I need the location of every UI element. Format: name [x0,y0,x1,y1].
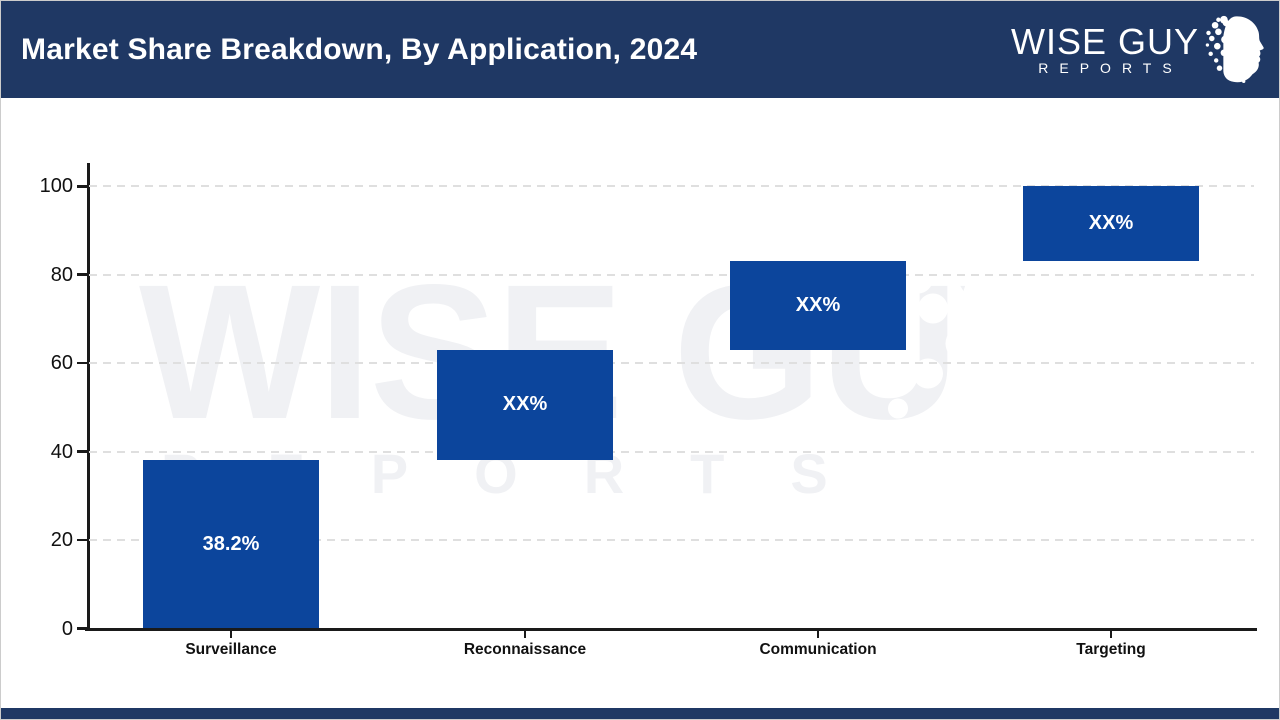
x-tick [229,630,233,638]
y-axis-label: 40 [50,440,73,463]
bar: 38.2% [143,459,319,629]
category-label: Reconnaissance [463,641,587,658]
gridline [89,273,1254,276]
x-tick [816,630,820,638]
x-tick [523,630,527,638]
bar-value-label: XX% [1088,212,1134,235]
category-label: Communication [759,641,877,658]
y-tick [77,185,87,188]
bar: XX% [437,349,613,460]
y-axis-label: 60 [50,352,73,375]
y-tick [77,538,87,542]
brand-wordmark-line1: WISE GUY [1010,21,1199,63]
y-tick [77,450,87,453]
y-tick [77,627,87,630]
gridline [89,539,1254,542]
bar-value-label: XX% [502,393,548,416]
brand-face-icon [1205,15,1264,83]
y-axis-label: 80 [50,263,73,286]
page-title: Market Share Breakdown, By Application, … [21,32,698,66]
bar-value-label: 38.2% [202,532,260,555]
category-label: Targeting [1076,641,1146,658]
brand-logo: WISE GUY REPORTS [1011,7,1269,93]
gridline [89,185,1254,188]
x-axis-spine [85,628,1257,631]
bar: XX% [730,261,906,350]
brand-wordmark: WISE GUY REPORTS [1011,23,1199,76]
y-tick [77,273,87,276]
brand-wordmark-line2: REPORTS [1038,60,1183,77]
header-bar: Market Share Breakdown, By Application, … [1,1,1279,98]
gridline [89,362,1254,365]
bar: XX% [1023,186,1199,262]
x-tick [1109,630,1113,638]
gridline [89,450,1254,453]
footer-bar [1,708,1279,719]
y-axis-spine [87,163,90,630]
bar-value-label: XX% [795,294,841,317]
y-axis-label: 100 [39,175,73,198]
y-axis-label: 20 [50,529,73,552]
y-axis-label: 0 [61,617,73,640]
category-label: Surveillance [185,641,277,658]
y-tick [77,361,87,365]
